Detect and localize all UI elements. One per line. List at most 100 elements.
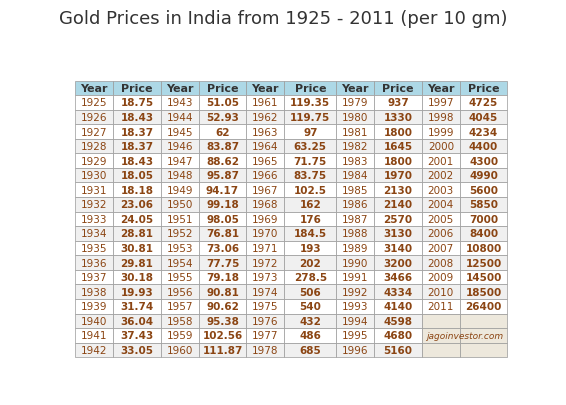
Bar: [422, 299, 460, 314]
Text: 1963: 1963: [252, 127, 278, 137]
Text: 685: 685: [299, 345, 321, 355]
Text: 28.81: 28.81: [121, 229, 153, 239]
Bar: [285, 198, 336, 212]
Text: 18500: 18500: [465, 287, 501, 297]
Text: 31.74: 31.74: [121, 301, 153, 311]
Bar: [375, 154, 422, 168]
Bar: [75, 227, 113, 241]
Text: 3130: 3130: [384, 229, 413, 239]
Text: 19.93: 19.93: [121, 287, 153, 297]
Bar: [422, 227, 460, 241]
Text: 83.75: 83.75: [294, 171, 327, 181]
Bar: [161, 270, 199, 285]
Text: 1990: 1990: [342, 258, 368, 268]
Bar: [113, 212, 161, 227]
Bar: [161, 212, 199, 227]
Text: 2007: 2007: [428, 243, 454, 254]
Bar: [336, 241, 375, 256]
Text: 1932: 1932: [81, 200, 108, 210]
Text: 1943: 1943: [166, 98, 193, 108]
Bar: [246, 343, 285, 357]
Text: 2002: 2002: [428, 171, 454, 181]
Bar: [199, 81, 246, 96]
Text: 1952: 1952: [166, 229, 193, 239]
Bar: [336, 299, 375, 314]
Text: 5600: 5600: [469, 185, 498, 195]
Bar: [422, 212, 460, 227]
Bar: [336, 227, 375, 241]
Bar: [246, 168, 285, 183]
Bar: [336, 125, 375, 139]
Text: 2009: 2009: [428, 273, 454, 282]
Text: 432: 432: [299, 316, 321, 326]
Bar: [161, 343, 199, 357]
Bar: [285, 314, 336, 328]
Bar: [285, 212, 336, 227]
Text: 1997: 1997: [427, 98, 454, 108]
Text: 2140: 2140: [384, 200, 413, 210]
Text: 18.43: 18.43: [121, 113, 153, 123]
Text: 14500: 14500: [465, 273, 502, 282]
Text: 1800: 1800: [384, 127, 413, 137]
Bar: [161, 139, 199, 154]
Bar: [113, 270, 161, 285]
Text: 29.81: 29.81: [121, 258, 153, 268]
Bar: [246, 212, 285, 227]
Bar: [199, 314, 246, 328]
Bar: [113, 328, 161, 343]
Text: 1961: 1961: [252, 98, 278, 108]
Bar: [285, 270, 336, 285]
Text: 1645: 1645: [384, 142, 413, 152]
Text: 2001: 2001: [428, 156, 454, 166]
Text: 37.43: 37.43: [121, 330, 153, 341]
Text: 1926: 1926: [81, 113, 108, 123]
Bar: [285, 328, 336, 343]
Bar: [375, 328, 422, 343]
Bar: [375, 81, 422, 96]
Text: 1929: 1929: [81, 156, 108, 166]
Bar: [246, 198, 285, 212]
Text: 26400: 26400: [465, 301, 502, 311]
Bar: [161, 154, 199, 168]
Bar: [246, 270, 285, 285]
Text: Year: Year: [80, 83, 108, 94]
Text: 2008: 2008: [428, 258, 454, 268]
Bar: [199, 256, 246, 270]
Bar: [199, 198, 246, 212]
Bar: [336, 111, 375, 125]
Text: 1950: 1950: [166, 200, 193, 210]
Bar: [285, 227, 336, 241]
Bar: [375, 111, 422, 125]
Text: Gold Prices in India from 1925 - 2011 (per 10 gm): Gold Prices in India from 1925 - 2011 (p…: [59, 10, 507, 28]
Bar: [460, 81, 507, 96]
Text: 51.05: 51.05: [206, 98, 239, 108]
Bar: [246, 299, 285, 314]
Bar: [285, 343, 336, 357]
Bar: [75, 343, 113, 357]
Bar: [336, 343, 375, 357]
Text: Price: Price: [207, 83, 238, 94]
Text: 1942: 1942: [81, 345, 108, 355]
Bar: [460, 139, 507, 154]
Bar: [161, 285, 199, 299]
Text: 4334: 4334: [383, 287, 413, 297]
Text: 94.17: 94.17: [206, 185, 239, 195]
Text: 1958: 1958: [166, 316, 193, 326]
Text: Year: Year: [427, 83, 454, 94]
Bar: [113, 111, 161, 125]
Bar: [246, 139, 285, 154]
Bar: [161, 198, 199, 212]
Bar: [113, 256, 161, 270]
Bar: [75, 328, 113, 343]
Bar: [161, 256, 199, 270]
Text: 18.75: 18.75: [121, 98, 153, 108]
Text: 1969: 1969: [252, 214, 278, 224]
Bar: [460, 111, 507, 125]
Bar: [336, 256, 375, 270]
Bar: [422, 314, 460, 328]
Bar: [375, 212, 422, 227]
Bar: [422, 241, 460, 256]
Bar: [285, 96, 336, 111]
Bar: [460, 183, 507, 198]
Text: 119.35: 119.35: [290, 98, 331, 108]
